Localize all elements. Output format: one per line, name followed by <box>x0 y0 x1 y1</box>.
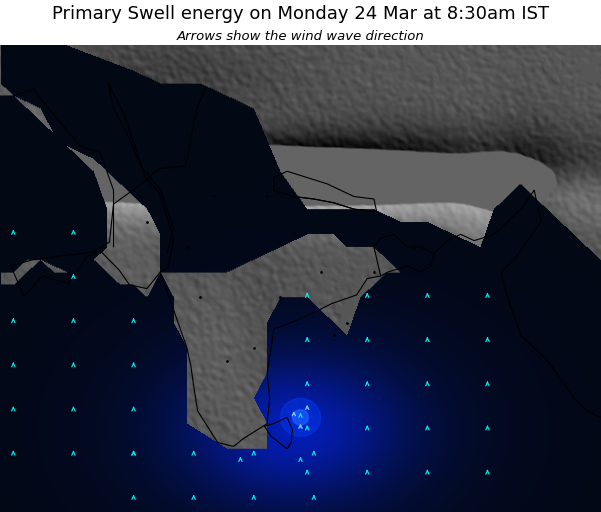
Circle shape <box>293 410 308 425</box>
Text: Arrows show the wind wave direction: Arrows show the wind wave direction <box>177 30 424 42</box>
Circle shape <box>281 398 320 436</box>
Text: Primary Swell energy on Monday 24 Mar at 8:30am IST: Primary Swell energy on Monday 24 Mar at… <box>52 5 549 23</box>
